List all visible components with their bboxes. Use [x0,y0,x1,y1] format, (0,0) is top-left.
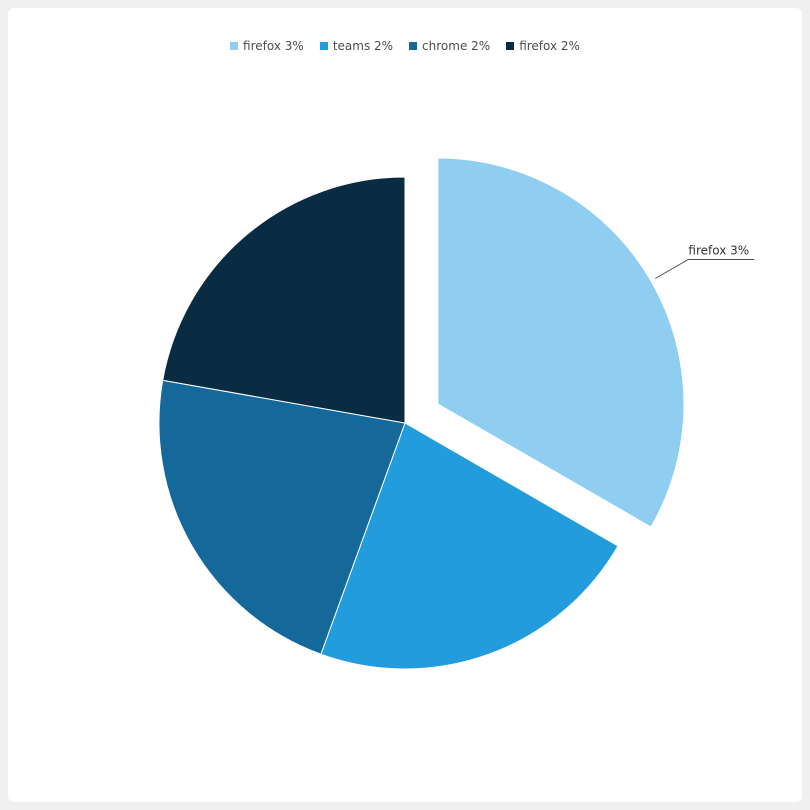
annotation-leader-line [655,259,755,279]
legend-swatch-icon [230,42,239,50]
legend-label: teams 2% [332,39,394,53]
slice-annotation: firefox 3% [688,244,749,258]
chart-card: firefox 3% teams 2% chrome 2% firefox 2% fi… [8,8,802,802]
legend-label: firefox 2% [519,39,580,53]
legend-swatch-icon [506,42,515,50]
legend-swatch-icon [409,42,418,50]
pie-chart: firefox 3% [158,157,755,670]
legend-label: chrome 2% [422,39,491,53]
legend-item-chrome-2[interactable]: chrome 2% [409,40,490,52]
legend-item-firefox-3[interactable]: firefox 2% [506,40,580,52]
legend-swatch-icon [319,42,328,50]
legend-item-firefox-0[interactable]: firefox 3% [230,40,304,52]
legend-item-teams-1[interactable]: teams 2% [319,39,394,53]
pie-slice-chrome-2[interactable] [158,379,406,655]
pie-slice-firefox-3[interactable] [162,176,406,424]
chart-legend: firefox 3% teams 2% chrome 2% firefox 2% [8,40,802,52]
pie-slice-teams-1[interactable] [320,422,619,670]
legend-label: firefox 3% [243,39,304,53]
pie-slice-firefox-0[interactable] [437,157,685,528]
